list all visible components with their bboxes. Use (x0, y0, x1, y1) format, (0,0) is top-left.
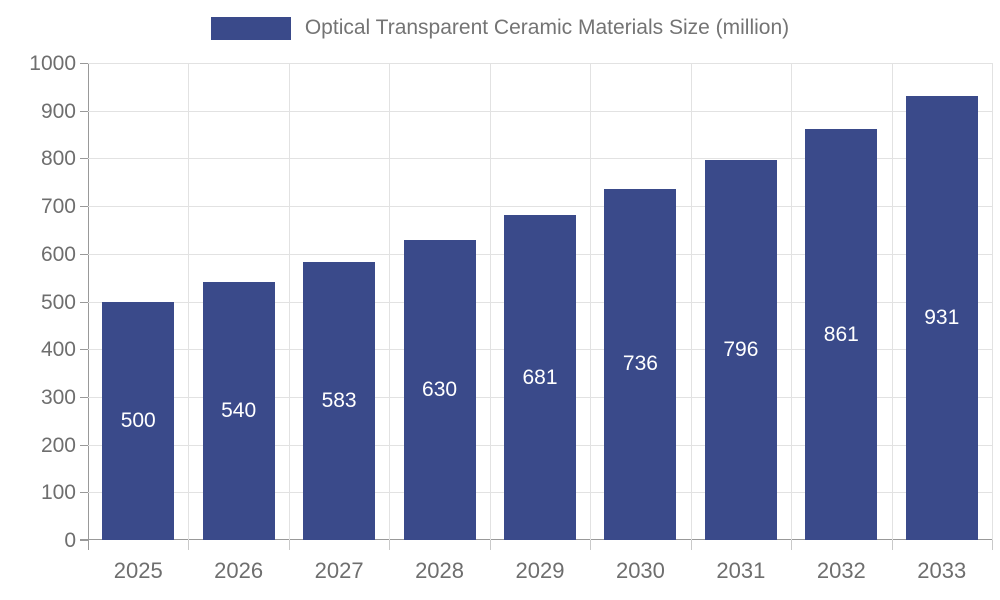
bar-value-label: 500 (120, 408, 156, 432)
x-tick-label-2025: 2025 (113, 558, 163, 583)
bar-value-label: 861 (823, 322, 859, 346)
bar-value-label: 681 (522, 365, 558, 389)
y-tick-mark (80, 206, 88, 208)
y-tick-mark (80, 349, 88, 351)
bar-2033: 931 (905, 95, 978, 540)
gridline-vertical (590, 63, 592, 540)
x-tick-mark (590, 540, 592, 550)
gridline-vertical (891, 63, 893, 540)
bar-2027: 583 (303, 261, 376, 540)
x-tick-mark (690, 540, 692, 550)
x-tick-label-2028: 2028 (415, 558, 465, 583)
bar-value-label: 583 (321, 388, 357, 412)
y-tick-label: 700 (40, 195, 76, 219)
x-tick-mark (288, 540, 290, 550)
x-tick-mark (389, 540, 391, 550)
bar-value-label: 796 (723, 338, 759, 362)
gridline-vertical (791, 63, 793, 540)
x-tick-label-2026: 2026 (214, 558, 264, 583)
y-tick-label: 600 (40, 242, 76, 266)
y-tick-label: 0 (64, 529, 76, 552)
gridline-horizontal (88, 206, 992, 208)
gridline-vertical (992, 63, 993, 540)
x-tick-label-2030: 2030 (615, 558, 665, 583)
y-tick-label: 900 (40, 99, 76, 123)
x-tick-mark (891, 540, 893, 550)
x-tick-label-2031: 2031 (716, 558, 766, 583)
y-tick-label: 400 (40, 338, 76, 362)
x-tick-mark (791, 540, 793, 550)
y-tick-mark (80, 301, 88, 303)
gridline-vertical (188, 63, 190, 540)
y-tick-mark (80, 396, 88, 398)
bar-2028: 630 (403, 239, 476, 540)
y-tick-mark (80, 110, 88, 112)
y-tick-mark (80, 253, 88, 255)
gridline-vertical (288, 63, 290, 540)
y-tick-mark (80, 158, 88, 160)
bar-2031: 796 (704, 160, 777, 540)
y-tick-mark (80, 444, 88, 446)
legend[interactable]: Optical Transparent Ceramic Materials Si… (0, 16, 1000, 40)
bar-2032: 861 (805, 129, 878, 540)
bar-value-label: 931 (924, 305, 960, 329)
x-tick-label-2033: 2033 (917, 558, 967, 583)
bar-value-label: 736 (622, 352, 658, 376)
bar-2030: 736 (604, 188, 677, 540)
bar-2026: 540 (202, 282, 275, 540)
legend-label: Optical Transparent Ceramic Materials Si… (304, 16, 790, 39)
y-tick-mark (80, 492, 88, 494)
bar-2025: 500 (102, 301, 175, 540)
legend-swatch-icon (210, 16, 291, 40)
x-tick-label-2029: 2029 (515, 558, 565, 583)
y-tick-label: 300 (40, 385, 76, 409)
gridline-vertical (389, 63, 391, 540)
y-tick-label: 500 (40, 290, 76, 314)
x-tick-label-2032: 2032 (816, 558, 866, 583)
bar-2029: 681 (504, 215, 576, 540)
x-tick-label-2027: 2027 (314, 558, 364, 583)
gridline-horizontal (88, 158, 992, 160)
y-axis-line (88, 63, 89, 550)
y-tick-mark (80, 540, 88, 541)
y-tick-label: 800 (40, 147, 76, 171)
y-tick-mark (80, 63, 88, 64)
gridline-vertical (690, 63, 692, 540)
y-tick-label: 100 (40, 481, 76, 505)
gridline-vertical (489, 63, 491, 540)
bar-value-label: 630 (422, 377, 458, 401)
gridline-horizontal (88, 63, 992, 64)
x-tick-mark (992, 540, 993, 550)
gridline-horizontal (88, 110, 992, 112)
x-tick-mark (188, 540, 190, 550)
y-tick-label: 200 (40, 433, 76, 457)
x-tick-mark (489, 540, 491, 550)
plot-area: 500 540 583 630 681 736 796 861 931 (88, 63, 993, 540)
bar-value-label: 540 (221, 399, 257, 423)
y-tick-label: 1000 (29, 52, 76, 75)
